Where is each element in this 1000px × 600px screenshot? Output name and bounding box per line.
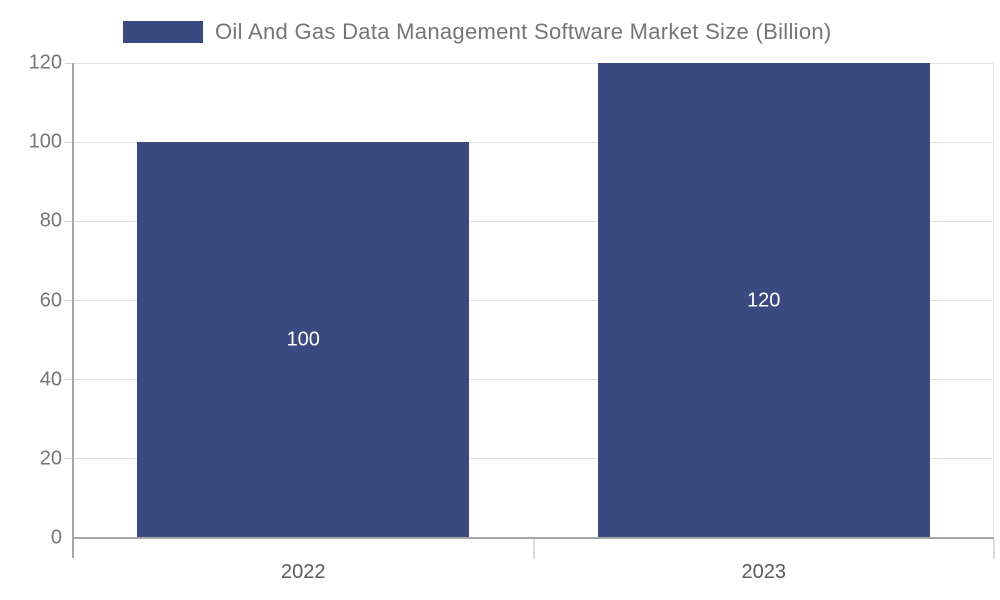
gridline-y60 <box>73 300 994 301</box>
y-axis-label-40: 40 <box>39 368 62 391</box>
y-axis-label-20: 20 <box>39 447 62 470</box>
gridline-y20 <box>73 458 994 460</box>
y-axis-tick-40 <box>65 379 73 381</box>
gridline-y100 <box>73 141 994 143</box>
y-axis-label-100: 100 <box>28 130 62 153</box>
bar-2023[interactable] <box>597 63 930 537</box>
y-axis-label-120: 120 <box>28 51 62 74</box>
bar-2022[interactable] <box>137 142 470 537</box>
legend-swatch <box>123 21 203 43</box>
x-axis-label-2022: 2022 <box>281 561 326 583</box>
bar-value-label-2022: 100 <box>286 328 320 351</box>
y-axis-label-0: 0 <box>50 526 62 549</box>
y-axis-tick-120 <box>65 62 73 64</box>
gridline-y120 <box>73 62 994 64</box>
bar-value-label-2023: 120 <box>747 289 781 311</box>
y-axis-label-60: 60 <box>39 289 62 311</box>
legend-label: Oil And Gas Data Management Software Mar… <box>215 19 832 44</box>
x-axis-baseline <box>72 537 994 539</box>
x-axis-boundary-tick-1 <box>532 539 535 559</box>
y-axis-tick-100 <box>65 141 73 143</box>
x-axis-label-2023: 2023 <box>741 561 787 583</box>
gridline-y40 <box>73 379 994 381</box>
y-axis-tick-80 <box>65 220 73 222</box>
plot-right-edge <box>993 63 994 548</box>
y-axis-tick-20 <box>65 458 73 460</box>
gridline-y80 <box>73 220 994 222</box>
y-axis-tick-60 <box>65 300 73 301</box>
y-axis-line <box>72 63 74 558</box>
x-axis-boundary-tick-2 <box>993 539 995 559</box>
legend: Oil And Gas Data Management Software Mar… <box>123 19 832 45</box>
y-axis-label-80: 80 <box>39 209 62 232</box>
